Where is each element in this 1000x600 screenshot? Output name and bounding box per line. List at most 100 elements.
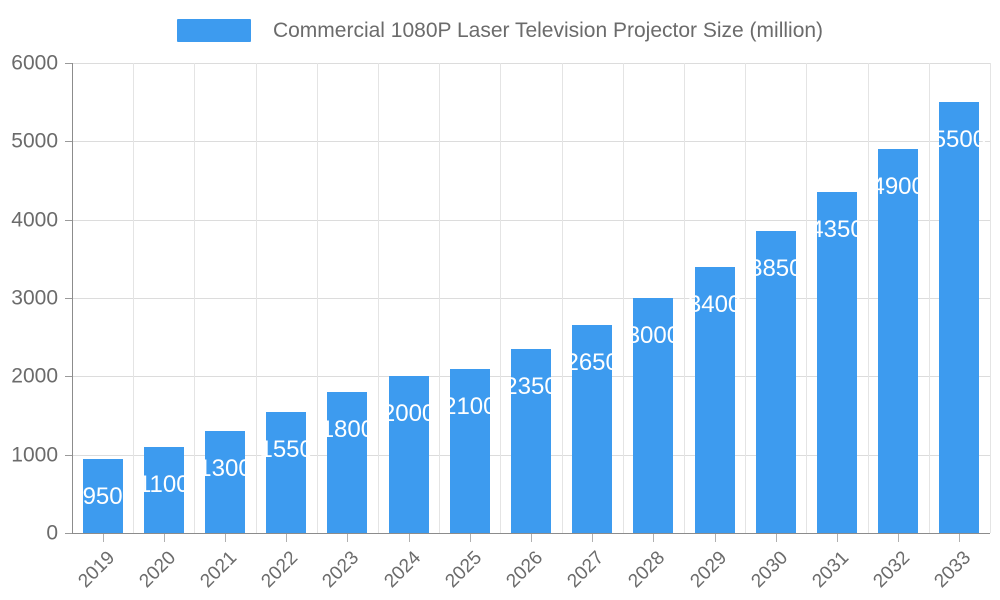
x-axis-tick-label: 2032 [869, 547, 915, 593]
gridline-horizontal [72, 141, 990, 142]
bar-value-label: 3400 [687, 290, 742, 318]
bar-value-label: 1300 [198, 455, 252, 483]
x-axis-tick-label: 2028 [624, 547, 670, 593]
y-axis-tick [65, 533, 72, 534]
x-axis-tick-label: 2029 [685, 547, 731, 593]
y-axis-tick [65, 298, 72, 299]
x-axis-tick [898, 534, 899, 542]
gridline-vertical [500, 63, 501, 533]
x-axis-tick-label: 2026 [502, 547, 548, 593]
bar[interactable] [205, 431, 245, 533]
gridline-vertical [562, 63, 563, 533]
x-axis-tick-label: 2033 [930, 547, 976, 593]
y-axis-tick-label: 3000 [11, 286, 58, 310]
bar[interactable] [817, 192, 857, 533]
gridline-horizontal [72, 220, 990, 221]
bar[interactable] [266, 411, 307, 533]
y-axis-tick [65, 141, 72, 142]
x-axis-tick-label: 2024 [379, 547, 425, 593]
chart-legend: Commercial 1080P Laser Television Projec… [0, 12, 1000, 48]
y-axis-tick [65, 376, 72, 377]
x-axis-tick [286, 534, 287, 542]
x-axis-tick [715, 534, 716, 542]
x-axis-tick-label: 2020 [135, 547, 180, 593]
bar[interactable] [633, 298, 674, 533]
plot-area: 950 1100 1300 1550 1800 2000 2100 2350 2650 3000 3… [72, 63, 991, 533]
bar[interactable] [143, 446, 184, 533]
gridline-vertical [990, 63, 991, 533]
y-axis-tick [65, 455, 72, 456]
y-axis-tick [65, 220, 72, 221]
legend-color-swatch [176, 18, 251, 42]
x-axis-tick-label: 2021 [196, 547, 242, 593]
gridline-vertical [133, 63, 134, 533]
bar-value-label: 1800 [320, 416, 375, 443]
gridline-vertical [256, 63, 257, 533]
bar-value-label: 5500 [932, 126, 987, 154]
gridline-vertical [929, 63, 930, 533]
y-axis-tick-label: 6000 [11, 51, 58, 75]
legend-item[interactable]: Commercial 1080P Laser Television Projec… [176, 18, 824, 42]
bar[interactable] [939, 102, 980, 533]
gridline-vertical [317, 63, 318, 533]
x-axis-tick [164, 534, 165, 542]
bar[interactable] [449, 368, 490, 533]
x-axis-tick [347, 534, 348, 542]
bar[interactable] [327, 392, 368, 533]
x-axis-tick [103, 534, 104, 542]
bar[interactable] [388, 376, 429, 533]
y-axis-tick-label: 5000 [11, 129, 58, 153]
x-axis-tick-label: 2023 [318, 547, 364, 593]
x-axis-tick-label: 2022 [257, 547, 303, 593]
bar-value-label: 2000 [381, 400, 436, 428]
bar-value-label: 2350 [504, 372, 558, 400]
bar[interactable] [694, 266, 735, 533]
y-axis-tick [65, 63, 72, 64]
bar[interactable] [82, 458, 123, 533]
gridline-vertical [439, 63, 440, 533]
y-axis-tick-label: 0 [46, 521, 58, 545]
x-axis-tick [959, 534, 960, 542]
gridline-vertical [806, 63, 807, 533]
bar-value-label: 1550 [259, 435, 313, 463]
x-axis-line [72, 533, 990, 534]
x-axis-tick-label: 2025 [441, 547, 486, 593]
bar-value-label: 4900 [871, 173, 925, 201]
bar[interactable] [878, 149, 919, 533]
x-axis-tick-label: 2027 [563, 547, 609, 593]
gridline-horizontal [72, 63, 990, 64]
x-axis-tick [653, 534, 654, 542]
legend-label: Commercial 1080P Laser Television Projec… [272, 18, 824, 42]
gridline-vertical [623, 63, 624, 533]
gridline-vertical [684, 63, 685, 533]
gridline-horizontal [72, 298, 990, 299]
x-axis-tick-label: 2030 [747, 547, 792, 593]
x-axis-tick [470, 534, 471, 542]
bar-value-label: 4350 [810, 216, 864, 244]
x-axis-tick-label: 2019 [73, 547, 119, 593]
bar[interactable] [755, 231, 796, 533]
y-axis-tick-label: 1000 [11, 443, 58, 467]
bar-value-label: 3850 [749, 255, 803, 283]
bar-value-label: 950 [82, 482, 123, 510]
bar[interactable] [511, 348, 551, 533]
y-axis-tick-label: 4000 [11, 208, 58, 232]
bar-value-label: 2100 [443, 392, 497, 420]
x-axis-tick [837, 534, 838, 542]
gridline-vertical [868, 63, 869, 533]
bar[interactable] [572, 325, 613, 533]
y-axis-tick-label: 2000 [11, 364, 58, 388]
bar-value-label: 2650 [565, 349, 619, 377]
gridline-vertical [378, 63, 379, 533]
x-axis-tick [225, 534, 226, 542]
gridline-vertical [194, 63, 195, 533]
bar-value-label: 3000 [626, 322, 681, 349]
x-axis-tick-label: 2031 [808, 547, 854, 593]
x-axis-tick [592, 534, 593, 542]
x-axis-tick [409, 534, 410, 542]
x-axis-tick [531, 534, 532, 542]
y-axis-line [72, 63, 73, 534]
gridline-vertical [745, 63, 746, 533]
bar-value-label: 1100 [137, 470, 190, 498]
